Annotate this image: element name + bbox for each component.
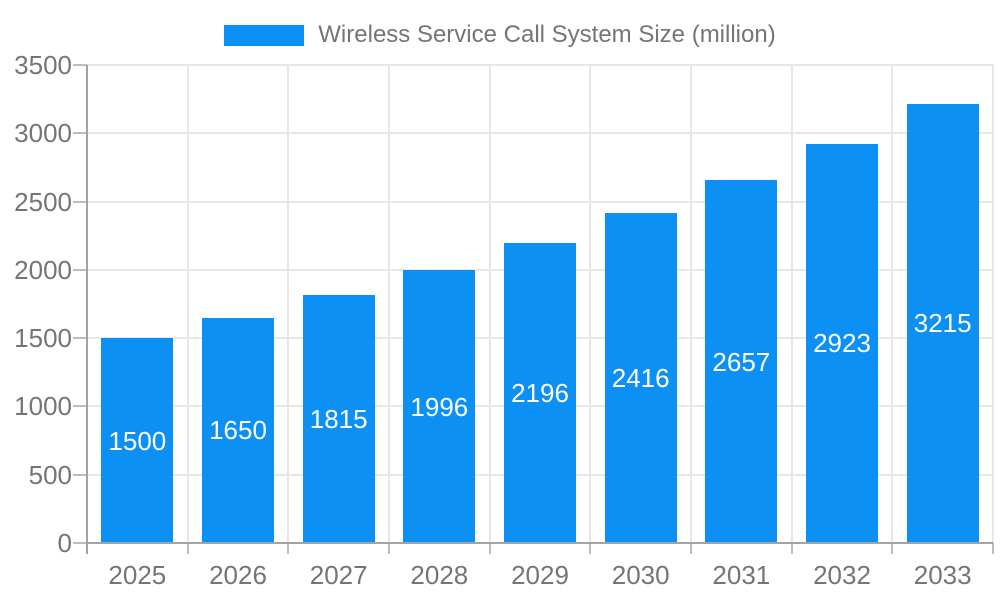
x-gridline: [388, 65, 390, 543]
bar: 2657: [705, 180, 778, 543]
bar-value-label: 1650: [209, 415, 267, 446]
legend[interactable]: Wireless Service Call System Size (milli…: [0, 21, 1000, 49]
x-gridline: [287, 65, 290, 543]
x-tick-label: 2033: [913, 560, 972, 590]
legend-swatch: [224, 24, 305, 46]
bar-value-label: 1996: [410, 391, 469, 422]
y-axis-line: [86, 65, 88, 554]
y-tick-mark: [73, 542, 87, 544]
x-tick-mark: [992, 543, 994, 554]
x-gridline: [790, 65, 793, 543]
x-tick-mark: [186, 543, 189, 554]
x-gridline: [891, 65, 894, 543]
x-tick-mark: [287, 543, 290, 554]
x-gridline: [186, 65, 189, 543]
y-tick-mark: [73, 337, 87, 340]
bar-value-label: 2923: [813, 328, 871, 359]
y-gridline: [87, 64, 993, 66]
x-gridline: [488, 65, 491, 543]
bar-value-label: 2657: [712, 346, 771, 377]
x-tick-label: 2028: [410, 560, 469, 590]
x-tick-mark: [589, 543, 592, 554]
y-tick-label: 1500: [14, 323, 72, 354]
x-axis-line: [87, 542, 993, 544]
bar: 2196: [504, 243, 576, 543]
bar: 1996: [403, 270, 476, 543]
y-tick-mark: [73, 473, 87, 476]
y-tick-mark: [73, 132, 87, 135]
bar-value-label: 2196: [511, 378, 569, 409]
bar-value-label: 1500: [108, 425, 167, 456]
y-tick-label: 500: [28, 459, 72, 490]
x-tick-label: 2027: [309, 560, 368, 590]
y-tick-mark: [73, 200, 87, 203]
bar: 1500: [101, 338, 174, 543]
x-tick-mark: [891, 543, 894, 554]
x-tick-mark: [790, 543, 793, 554]
bar: 3215: [906, 103, 979, 543]
bar: 2416: [604, 213, 677, 543]
y-tick-mark: [73, 405, 87, 408]
y-gridline: [87, 132, 993, 135]
x-tick-mark: [388, 543, 390, 554]
bar: 2923: [806, 143, 878, 543]
x-tick-label: 2029: [511, 560, 569, 590]
y-tick-label: 0: [57, 528, 72, 558]
y-tick-label: 3500: [14, 50, 72, 80]
y-tick-label: 1000: [14, 391, 72, 422]
y-tick-label: 2000: [14, 254, 72, 285]
y-tick-mark: [73, 268, 87, 271]
bar-value-label: 1815: [309, 404, 368, 435]
x-gridline: [992, 65, 994, 543]
x-tick-mark: [690, 543, 692, 554]
x-tick-label: 2026: [209, 560, 267, 590]
bar: 1650: [202, 317, 274, 543]
bar-value-label: 2416: [611, 363, 670, 393]
legend-label: Wireless Service Call System Size (milli…: [318, 21, 776, 48]
x-gridline: [690, 65, 692, 543]
x-tick-mark: [488, 543, 491, 554]
x-gridline: [589, 65, 592, 543]
x-tick-label: 2032: [813, 560, 871, 590]
y-tick-mark: [73, 64, 87, 66]
x-tick-label: 2030: [611, 560, 670, 590]
y-gridline: [87, 200, 993, 203]
y-tick-label: 3000: [14, 118, 72, 149]
y-tick-label: 2500: [14, 186, 72, 217]
bar: 1815: [302, 295, 375, 543]
x-tick-label: 2025: [108, 560, 167, 590]
x-tick-label: 2031: [712, 560, 771, 590]
bar-value-label: 3215: [913, 308, 972, 339]
